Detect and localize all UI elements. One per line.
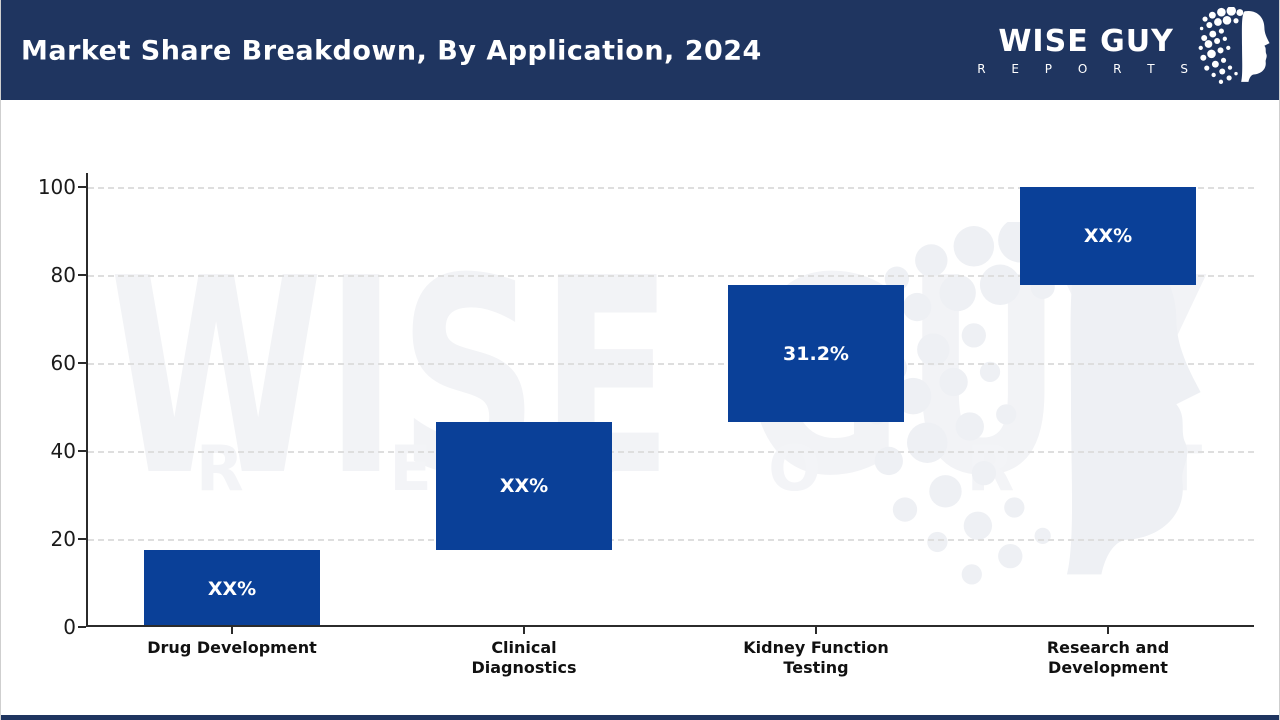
category-label-3: Research and Development bbox=[1046, 638, 1170, 677]
y-axis-line bbox=[86, 173, 88, 627]
bar-value-label: XX% bbox=[1083, 225, 1133, 248]
plot-area: 0 20 40 60 80 100 XX% Drug Development XX% Clinic… bbox=[38, 173, 1254, 677]
gridline-80 bbox=[88, 275, 1254, 277]
gridline-20 bbox=[88, 539, 1254, 541]
x-tick-0 bbox=[231, 627, 233, 634]
logo-reports-text: R E P O R T S bbox=[977, 62, 1199, 76]
category-label-0: Drug Development bbox=[147, 638, 317, 657]
gridline-60 bbox=[88, 363, 1254, 365]
y-tick-label-60: 60 bbox=[50, 351, 76, 375]
y-tick-60 bbox=[78, 362, 86, 364]
y-tick-20 bbox=[78, 538, 86, 540]
x-tick-2 bbox=[815, 627, 817, 634]
logo-wiseguy-text: WISE GUY bbox=[998, 24, 1174, 59]
y-tick-label-20: 20 bbox=[50, 527, 76, 551]
category-label-1: Clinical Diagnostics bbox=[471, 638, 577, 677]
y-tick-40 bbox=[78, 450, 86, 452]
bar-drug-development: XX% bbox=[144, 550, 320, 627]
category-label-2: Kidney Function Testing bbox=[743, 638, 889, 677]
bar-value-label: 31.2% bbox=[783, 342, 849, 365]
x-tick-1 bbox=[523, 627, 525, 634]
wiseguy-face-logo-icon bbox=[1198, 7, 1270, 84]
footer-accent-strip bbox=[1, 715, 1279, 720]
wiseguy-logo: WISE GUY R E P O R T S bbox=[973, 4, 1271, 96]
y-tick-label-0: 0 bbox=[63, 615, 76, 639]
gridline-40 bbox=[88, 451, 1254, 453]
y-tick-label-80: 80 bbox=[50, 263, 76, 287]
chart-title: Market Share Breakdown, By Application, … bbox=[21, 35, 762, 67]
x-tick-3 bbox=[1107, 627, 1109, 634]
bar-value-label: XX% bbox=[499, 475, 549, 498]
header-bar: Market Share Breakdown, By Application, … bbox=[1, 0, 1279, 100]
bar-kidney-function-testing: 31.2% bbox=[728, 285, 904, 423]
bar-clinical-diagnostics: XX% bbox=[436, 422, 612, 550]
y-tick-label-40: 40 bbox=[50, 439, 76, 463]
gridline-100 bbox=[88, 187, 1254, 189]
y-tick-label-100: 100 bbox=[37, 174, 76, 199]
y-tick-100 bbox=[78, 186, 86, 188]
bar-research-and-development: XX% bbox=[1020, 187, 1196, 286]
bar-value-label: XX% bbox=[207, 577, 257, 600]
x-axis-line bbox=[86, 625, 1254, 627]
y-tick-0 bbox=[78, 626, 86, 628]
watermark-wiseguy-text: WISE GUY bbox=[109, 220, 1206, 535]
y-tick-80 bbox=[78, 274, 86, 276]
